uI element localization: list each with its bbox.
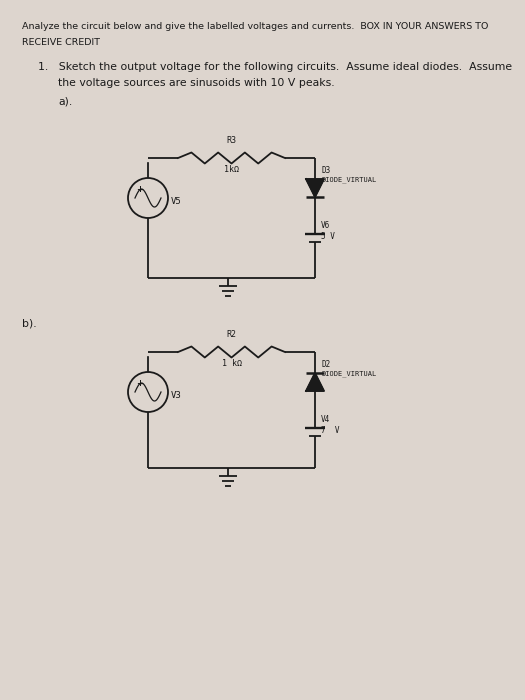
Text: b).: b).	[22, 318, 37, 328]
Text: V4: V4	[321, 415, 330, 424]
Polygon shape	[306, 179, 324, 197]
Text: 1kΩ: 1kΩ	[224, 165, 239, 174]
Text: DIODE_VIRTUAL: DIODE_VIRTUAL	[321, 370, 376, 377]
Text: DIODE_VIRTUAL: DIODE_VIRTUAL	[321, 176, 376, 183]
Text: +: +	[136, 379, 143, 388]
Text: 5 V: 5 V	[321, 232, 335, 241]
Text: V3: V3	[171, 391, 182, 400]
Text: the voltage sources are sinusoids with 10 V peaks.: the voltage sources are sinusoids with 1…	[58, 78, 334, 88]
Text: D3: D3	[321, 166, 330, 175]
Text: V6: V6	[321, 221, 330, 230]
Text: 7  V: 7 V	[321, 426, 340, 435]
Polygon shape	[306, 373, 324, 391]
Text: 1.   Sketch the output voltage for the following circuits.  Assume ideal diodes.: 1. Sketch the output voltage for the fol…	[38, 62, 512, 72]
Text: 1 kΩ: 1 kΩ	[222, 359, 242, 368]
Text: R3: R3	[226, 136, 236, 145]
Text: RECEIVE CREDIT: RECEIVE CREDIT	[22, 38, 100, 47]
Text: a).: a).	[58, 96, 72, 106]
Text: R2: R2	[226, 330, 236, 339]
Text: Analyze the circuit below and give the labelled voltages and currents.  BOX IN Y: Analyze the circuit below and give the l…	[22, 22, 488, 31]
Text: V5: V5	[171, 197, 182, 206]
Text: +: +	[136, 185, 143, 193]
Text: D2: D2	[321, 360, 330, 369]
